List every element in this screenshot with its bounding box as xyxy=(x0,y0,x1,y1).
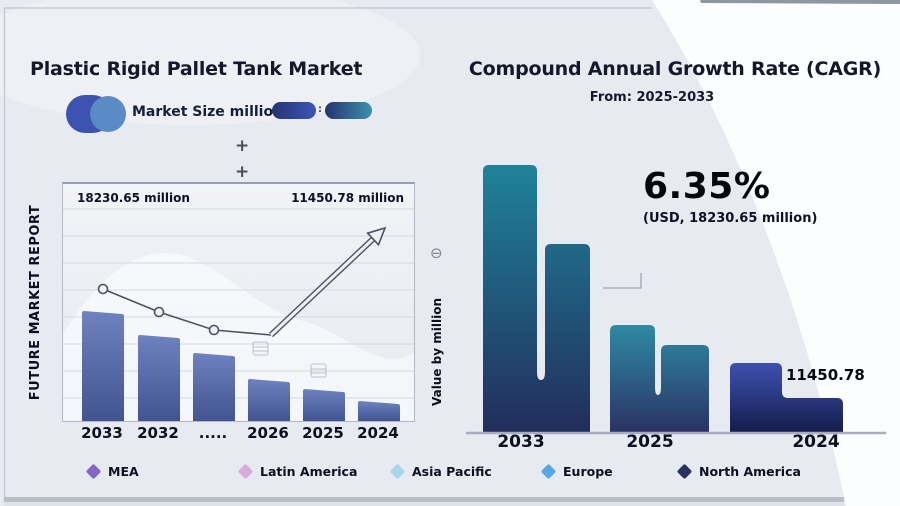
start-value-label: 18230.65 million xyxy=(77,191,190,205)
ratio-pill-left-icon xyxy=(272,102,316,123)
bar-2026 xyxy=(248,379,290,421)
bar-group-2024 xyxy=(730,363,843,432)
right-year-2025: 2025 xyxy=(626,432,674,452)
bar-2024 xyxy=(358,401,400,421)
market-size-chart-plot xyxy=(63,208,414,421)
legend-label-europe: Europe xyxy=(563,464,613,479)
bar-group-2033 xyxy=(483,165,590,432)
legend-item-north-america: North America xyxy=(676,463,801,480)
market-size-legend-label: Market Size million xyxy=(132,104,284,120)
bar-dots xyxy=(193,353,235,421)
right-panel-subtitle: From: 2025-2033 xyxy=(589,90,715,105)
legend-item-europe: Europe xyxy=(540,463,613,480)
trend-line xyxy=(102,288,272,336)
growth-arrow xyxy=(268,226,387,338)
left-year-2025: 2025 xyxy=(302,424,344,442)
side-watermark-text: FUTURE MARKET REPORT xyxy=(28,204,44,400)
right-year-2033: 2033 xyxy=(497,432,545,452)
bg-blob xyxy=(0,0,420,125)
left-year-2032: 2032 xyxy=(137,424,179,442)
mea-diamond-icon xyxy=(85,463,102,480)
left-year-2033: 2033 xyxy=(81,424,123,442)
market-size-bars xyxy=(82,311,400,421)
bar-2032 xyxy=(138,335,180,421)
bg-top-edge xyxy=(700,0,900,4)
trend-markers xyxy=(97,283,220,336)
zoom-plus-bottom-icon[interactable]: + xyxy=(235,162,250,182)
europe-diamond-icon xyxy=(540,463,557,480)
market-size-chart: 18230.65 million 11450.78 million xyxy=(62,182,415,422)
legend-label-asia-pacific: Asia Pacific xyxy=(412,464,492,479)
ratio-pill-right-icon xyxy=(325,102,372,123)
right-year-2024: 2024 xyxy=(792,432,840,452)
left-panel-title: Plastic Rigid Pallet Tank Market xyxy=(30,58,363,80)
cagr-callout-value: 11450.78 xyxy=(786,366,865,384)
cagr-note: (USD, 18230.65 million) xyxy=(643,211,818,226)
legend-item-latin-america: Latin America xyxy=(237,463,358,480)
step-bracket-decor xyxy=(603,273,642,289)
frame-bottom-strip-light xyxy=(4,502,844,506)
value-axis-label: Value by million xyxy=(430,297,445,407)
bar-group-2025 xyxy=(610,325,709,432)
bar-2025 xyxy=(303,389,345,421)
legend-item-mea: MEA xyxy=(85,463,139,480)
left-year-dots: ..... xyxy=(198,424,228,442)
faint-table-icon xyxy=(252,341,327,378)
asia-pacific-diamond-icon xyxy=(389,463,406,480)
frame-bottom-strip xyxy=(4,497,844,502)
ratio-separator: : xyxy=(318,104,322,115)
left-year-2024: 2024 xyxy=(357,424,399,442)
end-value-label: 11450.78 million xyxy=(291,191,404,205)
cagr-chart xyxy=(466,165,886,435)
legend-label-mea: MEA xyxy=(108,464,139,479)
plot-gridlines xyxy=(63,208,414,399)
bg-swoosh xyxy=(652,0,900,506)
latin-america-diamond-icon xyxy=(237,463,254,480)
legend-item-asia-pacific: Asia Pacific xyxy=(389,463,492,480)
legend-label-latin-america: Latin America xyxy=(260,464,358,479)
zoom-plus-top-icon[interactable]: + xyxy=(235,136,250,156)
cagr-value: 6.35% xyxy=(643,166,771,207)
cylinder-icon xyxy=(64,92,128,140)
north-america-diamond-icon xyxy=(676,463,693,480)
right-panel-title: Compound Annual Growth Rate (CAGR) xyxy=(468,58,882,80)
left-year-2026: 2026 xyxy=(247,424,289,442)
legend-label-north-america: North America xyxy=(699,464,801,479)
bar-2033 xyxy=(82,311,124,421)
zoom-minus-icon[interactable]: ⊖ xyxy=(430,244,443,262)
